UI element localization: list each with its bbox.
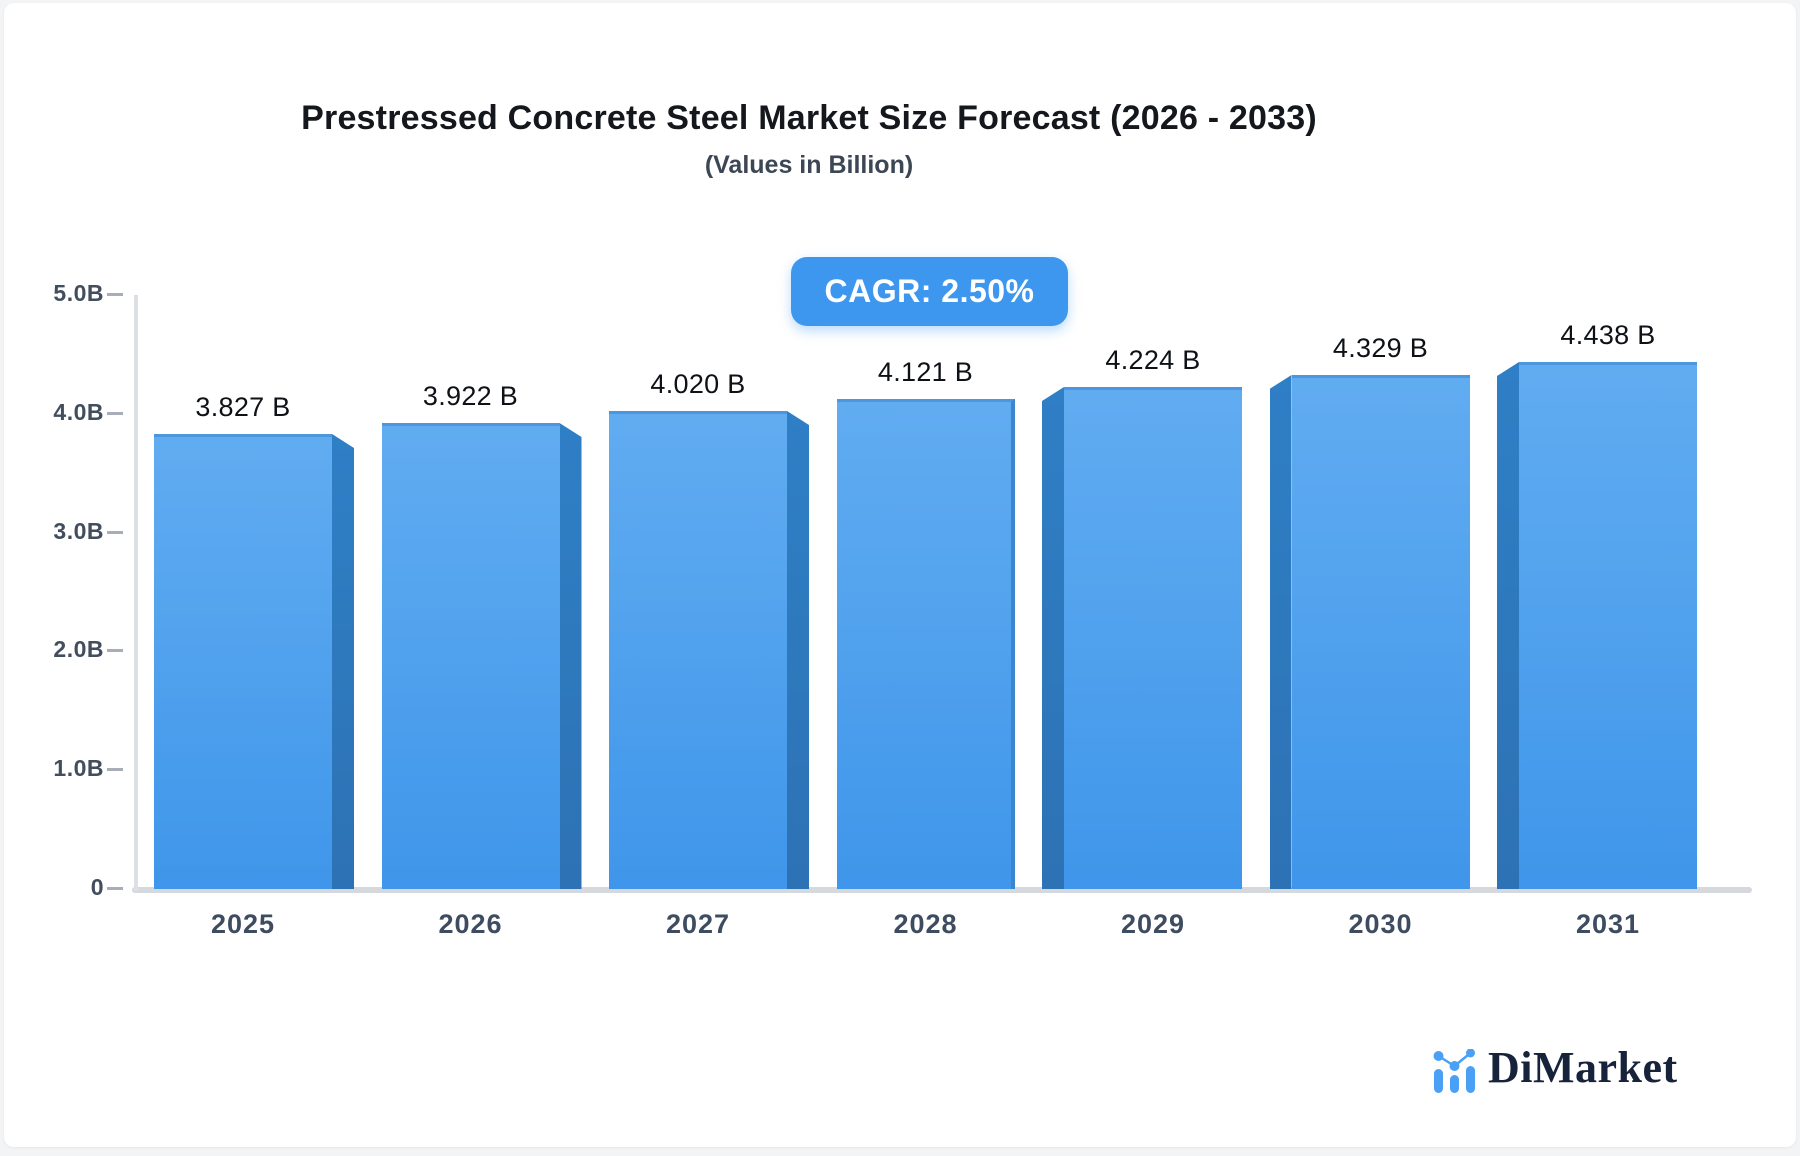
y-axis-tick: [107, 887, 123, 890]
bar-side-face-2031: [1497, 362, 1519, 889]
y-axis-tick-label: 2.0B: [53, 636, 104, 663]
bar-value-label-2031: 4.438 B: [1560, 320, 1656, 350]
y-axis-tick-label: 4.0B: [53, 398, 104, 425]
y-axis-tick: [107, 411, 123, 415]
x-axis-label-2031: 2031: [1575, 909, 1641, 939]
bar-2030[interactable]: [1291, 375, 1470, 889]
x-axis-label-2025: 2025: [210, 909, 276, 939]
bar-value-label-2025: 3.827 B: [195, 392, 291, 422]
y-axis-tick: [107, 293, 123, 296]
y-axis-tick: [107, 649, 123, 653]
bar-value-label-2028: 4.121 B: [877, 357, 974, 387]
bar-value-label-2026: 3.922 B: [422, 381, 519, 411]
bar-value-label-2029: 4.224 B: [1105, 345, 1201, 375]
bar-2026[interactable]: [381, 423, 560, 889]
bar-2028[interactable]: [836, 399, 1015, 889]
chart-subtitle: (Values in Billion): [704, 151, 914, 179]
dimarket-logo: DiMarket: [1432, 1045, 1678, 1095]
bar-chart-logo-icon: [1433, 1049, 1475, 1093]
bar-side-face-2030: [1269, 375, 1292, 889]
x-axis-label-2027: 2027: [665, 909, 731, 939]
x-axis-label-2030: 2030: [1348, 909, 1413, 939]
bar-side-face-2027: [787, 411, 809, 889]
y-axis-tick-label: 5.0B: [53, 280, 104, 306]
x-axis-line: [132, 887, 1752, 893]
brand-name: DiMarket: [1488, 1043, 1678, 1092]
bar-value-label-2027: 4.020 B: [650, 369, 746, 399]
bar-2031[interactable]: [1519, 362, 1697, 889]
x-axis-label-2028: 2028: [893, 909, 958, 939]
x-axis-label-2029: 2029: [1120, 909, 1186, 939]
chart-card: Prestressed Concrete Steel Market Size F…: [4, 3, 1796, 1147]
y-axis-tick-label: 3.0B: [53, 517, 104, 544]
bar-value-label-2030: 4.329 B: [1332, 333, 1429, 363]
y-axis-tick: [107, 530, 123, 534]
x-axis-label-2026: 2026: [438, 909, 503, 939]
bar-side-face-2029: [1042, 387, 1064, 889]
bar-2025[interactable]: [154, 434, 332, 889]
bar-side-face-2025: [332, 434, 354, 889]
y-axis-tick: [107, 768, 123, 772]
bar-2027[interactable]: [609, 411, 787, 889]
bar-side-face-2026: [559, 423, 582, 889]
y-axis-tick-label: 0: [90, 874, 104, 900]
chart-title: Prestressed Concrete Steel Market Size F…: [301, 99, 1317, 137]
cagr-badge: CAGR: 2.50%: [791, 257, 1068, 326]
y-axis-tick-label: 1.0B: [53, 755, 104, 782]
bar-2029[interactable]: [1064, 387, 1242, 889]
y-axis-line: [134, 295, 138, 891]
